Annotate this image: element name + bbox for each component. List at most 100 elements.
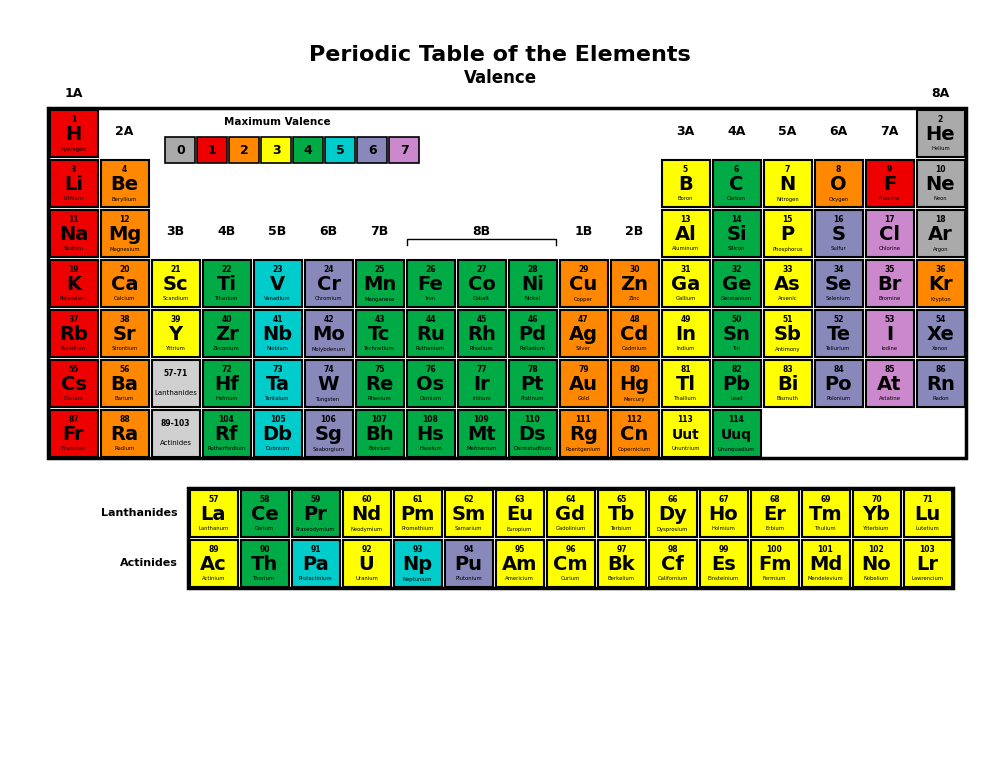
Text: Tb: Tb [608, 506, 635, 525]
Text: Sg: Sg [315, 425, 342, 444]
Text: Barium: Barium [115, 397, 134, 401]
Text: Holmium: Holmium [712, 526, 735, 532]
Text: 2: 2 [938, 114, 943, 124]
Text: Cerium: Cerium [255, 526, 274, 532]
Bar [662, 260, 710, 307]
Text: 61: 61 [412, 495, 423, 503]
Text: Helium: Helium [931, 147, 950, 152]
Text: 52: 52 [833, 315, 844, 323]
Bar [292, 489, 340, 536]
Text: Thallium: Thallium [674, 397, 697, 401]
Text: 111: 111 [576, 414, 591, 424]
Text: 4A: 4A [727, 125, 746, 138]
Text: Ta: Ta [266, 376, 290, 394]
Text: Bi: Bi [777, 376, 798, 394]
Text: Antimony: Antimony [775, 346, 800, 352]
Text: 86: 86 [935, 365, 946, 373]
Text: 94: 94 [463, 544, 474, 553]
Bar [240, 489, 288, 536]
Bar [648, 489, 696, 536]
Text: 49: 49 [680, 315, 691, 323]
Text: V: V [270, 275, 285, 295]
Text: 102: 102 [869, 544, 884, 553]
Bar [814, 260, 862, 307]
Text: Ca: Ca [111, 275, 138, 295]
Text: 36: 36 [935, 264, 946, 274]
Text: 91: 91 [310, 544, 321, 553]
Text: 103: 103 [920, 544, 935, 553]
Text: Thorium: Thorium [253, 577, 276, 581]
Text: Li: Li [64, 175, 83, 195]
Text: Rhenium: Rhenium [368, 397, 391, 401]
Text: 60: 60 [361, 495, 372, 503]
Text: Lithium: Lithium [64, 196, 84, 202]
Text: Bismuth: Bismuth [776, 397, 798, 401]
Text: Vanadium: Vanadium [264, 297, 291, 301]
Bar [261, 137, 291, 163]
Bar [406, 359, 454, 407]
Text: Na: Na [59, 226, 88, 244]
Text: As: As [774, 275, 801, 295]
Bar [546, 489, 594, 536]
Text: 80: 80 [629, 365, 640, 373]
Text: 7B: 7B [370, 225, 389, 238]
Text: Kr: Kr [928, 275, 953, 295]
Text: Iridium: Iridium [472, 397, 491, 401]
Text: Lanthanum: Lanthanum [198, 526, 229, 532]
Text: Cesium: Cesium [64, 397, 83, 401]
Text: 96: 96 [565, 544, 576, 553]
Bar [712, 359, 761, 407]
Text: 100: 100 [767, 544, 782, 553]
Text: Rb: Rb [59, 325, 88, 345]
Text: Niobium: Niobium [266, 346, 288, 352]
Bar [292, 540, 340, 587]
Text: Bromine: Bromine [878, 297, 901, 301]
Text: 75: 75 [374, 365, 385, 373]
Text: Neon: Neon [934, 196, 947, 202]
Text: Curium: Curium [561, 577, 580, 581]
Text: Hafnium: Hafnium [215, 397, 238, 401]
Bar [916, 110, 964, 156]
Text: Co: Co [468, 275, 495, 295]
Text: 34: 34 [833, 264, 844, 274]
Text: Uranium: Uranium [355, 577, 378, 581]
Text: Neodymium: Neodymium [350, 526, 383, 532]
Text: 43: 43 [374, 315, 385, 323]
Text: Er: Er [763, 506, 786, 525]
Bar [50, 260, 98, 307]
Text: Copper: Copper [574, 297, 593, 301]
Bar [394, 489, 442, 536]
Text: Xe: Xe [927, 325, 954, 345]
Bar [509, 359, 556, 407]
Text: 7A: 7A [880, 125, 899, 138]
Text: 44: 44 [425, 315, 436, 323]
Text: Uuq: Uuq [721, 428, 752, 442]
Bar [764, 260, 812, 307]
Bar [188, 488, 953, 588]
Text: Zirconium: Zirconium [213, 346, 240, 352]
Text: 108: 108 [423, 414, 438, 424]
Text: Actinium: Actinium [202, 577, 225, 581]
Text: 48: 48 [629, 315, 640, 323]
Bar [444, 540, 492, 587]
Text: 114: 114 [729, 414, 744, 424]
Text: 8A: 8A [931, 87, 950, 100]
Text: Valence: Valence [463, 69, 537, 87]
Text: 5: 5 [683, 165, 688, 173]
Text: Tm: Tm [809, 506, 842, 525]
Text: Xenon: Xenon [932, 346, 949, 352]
Text: Tl: Tl [676, 376, 696, 394]
Text: Fm: Fm [758, 556, 791, 574]
Bar [152, 260, 200, 307]
Bar [700, 489, 748, 536]
Text: 78: 78 [527, 365, 538, 373]
Bar [852, 489, 900, 536]
Bar [458, 260, 506, 307]
Bar [50, 209, 98, 257]
Bar [866, 209, 914, 257]
Text: 90: 90 [259, 544, 270, 553]
Text: Nobelium: Nobelium [864, 577, 889, 581]
Text: Fe: Fe [418, 275, 443, 295]
Text: Ti: Ti [216, 275, 237, 295]
Text: Oxygen: Oxygen [828, 196, 849, 202]
